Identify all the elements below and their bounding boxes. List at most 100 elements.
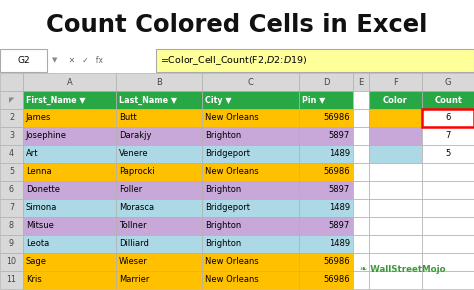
Text: 5897: 5897 bbox=[328, 185, 350, 194]
Bar bbox=[23, 163, 116, 181]
Bar bbox=[202, 181, 299, 199]
Text: Last_Name ▼: Last_Name ▼ bbox=[119, 95, 177, 105]
Bar bbox=[116, 199, 202, 217]
Bar bbox=[23, 145, 116, 163]
Text: Bridgeport: Bridgeport bbox=[205, 203, 250, 212]
Text: 1489: 1489 bbox=[329, 203, 350, 212]
Text: 7: 7 bbox=[446, 131, 451, 140]
Text: E: E bbox=[358, 77, 364, 86]
Bar bbox=[422, 217, 474, 235]
Bar bbox=[353, 181, 369, 199]
Text: Darakjy: Darakjy bbox=[119, 131, 152, 140]
Text: Donette: Donette bbox=[26, 185, 60, 194]
Text: 7: 7 bbox=[9, 203, 14, 212]
Bar bbox=[353, 271, 369, 289]
Bar bbox=[0, 217, 23, 235]
Bar bbox=[0, 181, 23, 199]
Bar bbox=[23, 217, 116, 235]
Bar bbox=[422, 181, 474, 199]
Bar bbox=[116, 271, 202, 289]
Text: Bridgeport: Bridgeport bbox=[205, 149, 250, 158]
Text: 6: 6 bbox=[9, 185, 14, 194]
Bar bbox=[116, 181, 202, 199]
Bar bbox=[116, 145, 202, 163]
Bar bbox=[23, 181, 116, 199]
Bar bbox=[422, 145, 474, 163]
Bar bbox=[23, 73, 116, 91]
Bar bbox=[299, 253, 353, 271]
Bar bbox=[422, 163, 474, 181]
Bar bbox=[422, 109, 474, 127]
Text: ◤: ◤ bbox=[9, 97, 14, 103]
Bar bbox=[299, 91, 353, 109]
Bar bbox=[116, 217, 202, 235]
Bar bbox=[202, 145, 299, 163]
Bar bbox=[369, 253, 422, 271]
Bar bbox=[0, 91, 23, 109]
Text: New Orleans: New Orleans bbox=[205, 257, 259, 266]
Text: James: James bbox=[26, 113, 51, 122]
Text: Brighton: Brighton bbox=[205, 131, 241, 140]
Bar bbox=[422, 253, 474, 271]
Bar bbox=[116, 163, 202, 181]
Text: ▼: ▼ bbox=[52, 57, 57, 64]
Text: Foller: Foller bbox=[119, 185, 142, 194]
Bar bbox=[202, 217, 299, 235]
Text: 5897: 5897 bbox=[328, 221, 350, 230]
Bar bbox=[23, 271, 116, 289]
Text: New Orleans: New Orleans bbox=[205, 167, 259, 176]
Bar bbox=[299, 271, 353, 289]
Text: 56986: 56986 bbox=[323, 113, 350, 122]
Bar bbox=[202, 253, 299, 271]
Bar bbox=[23, 253, 116, 271]
Text: City ▼: City ▼ bbox=[205, 95, 232, 104]
Text: 1489: 1489 bbox=[329, 149, 350, 158]
Bar bbox=[0, 163, 23, 181]
Bar bbox=[23, 199, 116, 217]
Text: 6: 6 bbox=[446, 113, 451, 122]
Bar bbox=[0, 235, 23, 253]
Bar bbox=[202, 199, 299, 217]
Bar bbox=[0, 271, 23, 289]
Text: Kris: Kris bbox=[26, 275, 42, 284]
Bar bbox=[369, 199, 422, 217]
Bar bbox=[23, 235, 116, 253]
Bar bbox=[299, 217, 353, 235]
Text: First_Name ▼: First_Name ▼ bbox=[26, 95, 85, 105]
Bar bbox=[299, 127, 353, 145]
Text: 10: 10 bbox=[7, 257, 17, 266]
Bar bbox=[353, 253, 369, 271]
Text: 56986: 56986 bbox=[323, 275, 350, 284]
Bar bbox=[353, 127, 369, 145]
Bar bbox=[369, 235, 422, 253]
Text: Butt: Butt bbox=[119, 113, 137, 122]
Bar bbox=[116, 253, 202, 271]
Text: ✕   ✓   fx: ✕ ✓ fx bbox=[64, 56, 103, 65]
Bar bbox=[353, 235, 369, 253]
Bar bbox=[422, 73, 474, 91]
Bar bbox=[369, 271, 422, 289]
Text: Dilliard: Dilliard bbox=[119, 239, 149, 248]
Bar bbox=[353, 145, 369, 163]
Text: 5: 5 bbox=[446, 149, 451, 158]
Bar bbox=[299, 235, 353, 253]
Text: New Orleans: New Orleans bbox=[205, 113, 259, 122]
Bar bbox=[353, 217, 369, 235]
Text: 56986: 56986 bbox=[323, 257, 350, 266]
Bar bbox=[299, 73, 353, 91]
Bar bbox=[369, 145, 422, 163]
Bar bbox=[422, 199, 474, 217]
Text: F: F bbox=[393, 77, 398, 86]
Bar bbox=[369, 73, 422, 91]
Bar bbox=[422, 109, 474, 127]
Bar bbox=[422, 91, 474, 109]
Text: Pin ▼: Pin ▼ bbox=[302, 95, 325, 104]
Bar bbox=[0, 253, 23, 271]
Bar bbox=[369, 109, 422, 127]
Bar bbox=[299, 145, 353, 163]
Bar bbox=[369, 163, 422, 181]
Text: Tollner: Tollner bbox=[119, 221, 146, 230]
Text: C: C bbox=[248, 77, 254, 86]
Bar bbox=[116, 109, 202, 127]
Bar bbox=[299, 199, 353, 217]
